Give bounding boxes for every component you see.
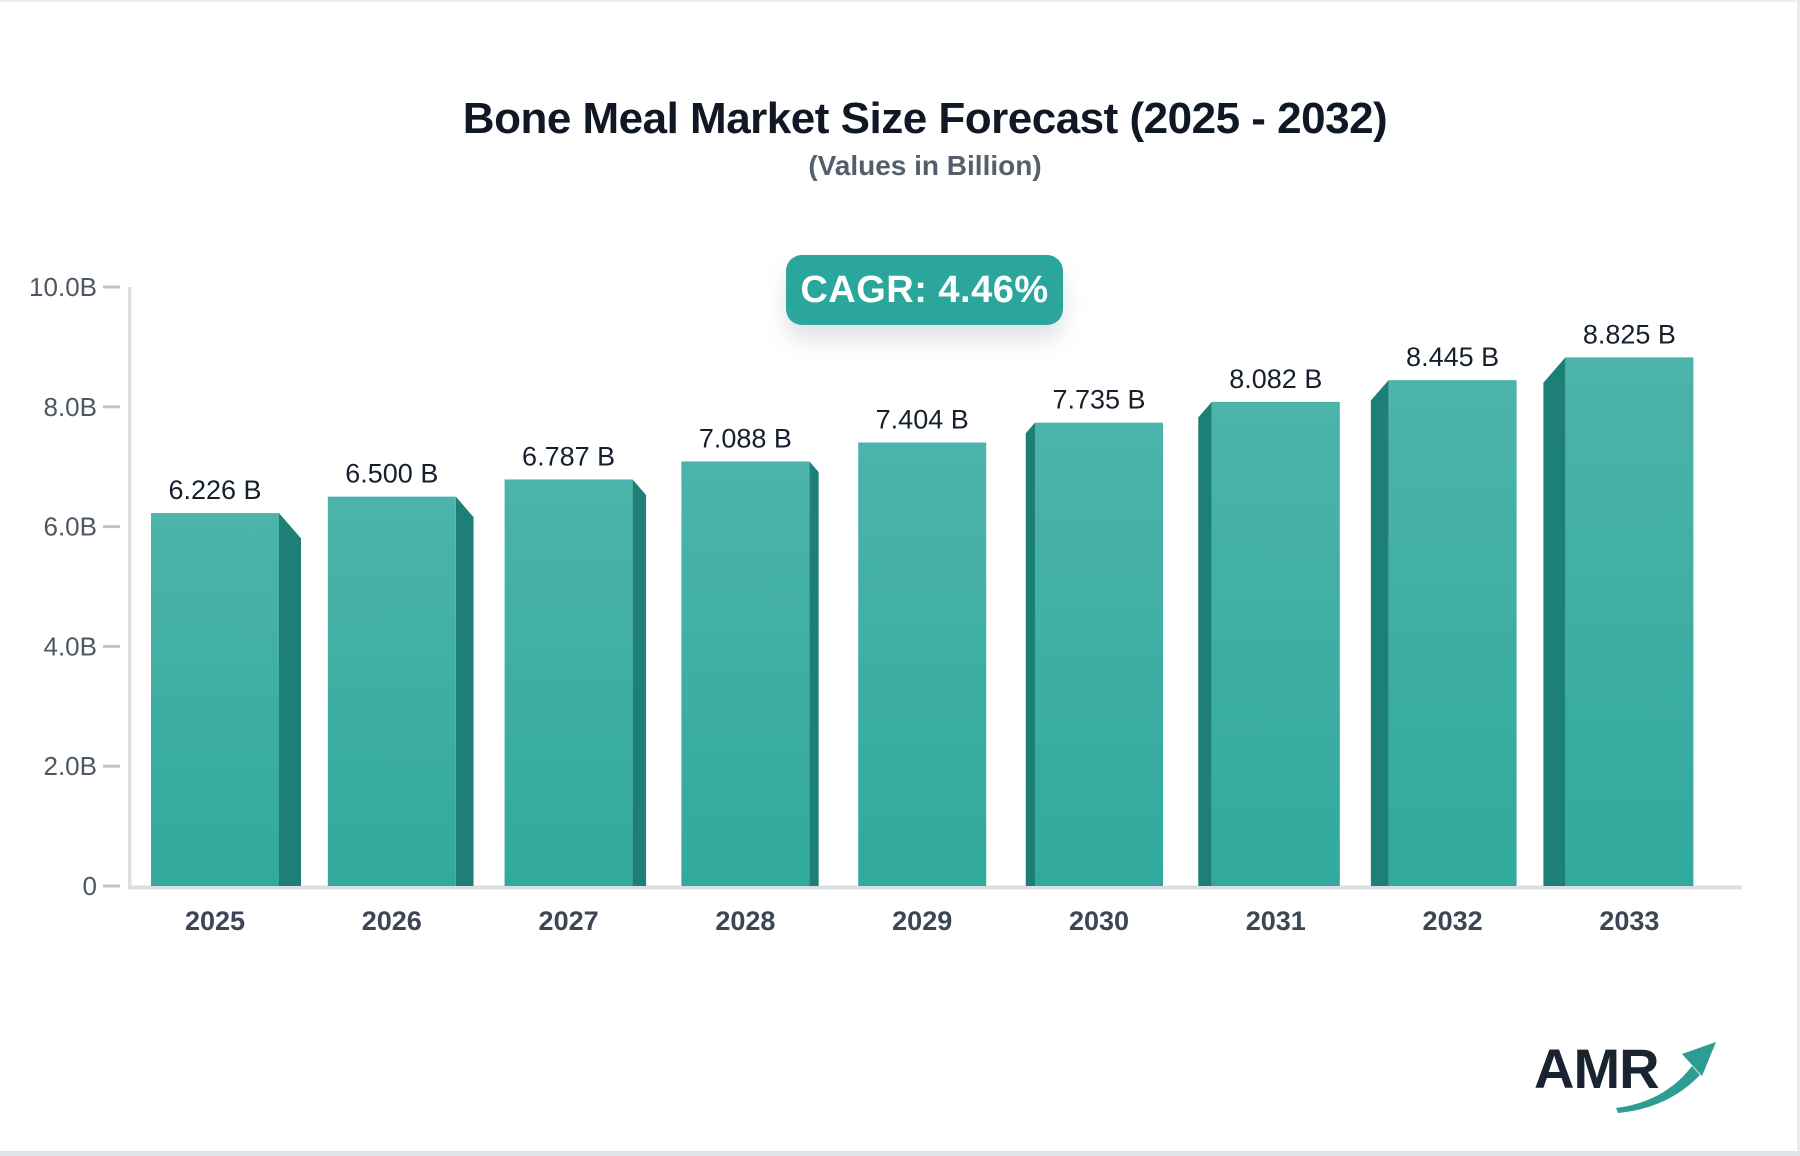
- y-tick-mark: [103, 525, 120, 529]
- y-tick-mark: [103, 405, 120, 409]
- bar-side-face: [632, 479, 647, 886]
- y-tick-label: 4.0B: [44, 631, 98, 661]
- bar: [858, 442, 987, 886]
- amr-logo-text: AMR: [1534, 1037, 1660, 1100]
- page-bottom-border: [0, 1151, 1800, 1156]
- bar-value-label: 7.088 B: [699, 423, 792, 453]
- amr-logo: AMR: [1534, 1036, 1734, 1126]
- y-tick-label: 10.0B: [29, 272, 97, 302]
- x-category-label: 2032: [1423, 906, 1483, 936]
- y-tick-label: 2.0B: [44, 751, 98, 781]
- bar-value-label: 8.445 B: [1406, 342, 1499, 372]
- x-category-label: 2027: [539, 906, 599, 936]
- bar: [1388, 380, 1517, 886]
- bar-side-face: [1025, 422, 1035, 886]
- x-category-label: 2033: [1599, 906, 1659, 936]
- y-tick-mark: [103, 644, 120, 648]
- x-category-label: 2025: [185, 906, 245, 936]
- bar-value-label: 6.500 B: [345, 459, 438, 489]
- bar-value-label: 7.404 B: [876, 405, 969, 435]
- bar-value-label: 6.787 B: [522, 441, 615, 471]
- cagr-badge-label: CAGR: 4.46%: [800, 268, 1049, 311]
- bar-value-label: 8.825 B: [1583, 319, 1676, 349]
- chart-title: Bone Meal Market Size Forecast (2025 - 2…: [462, 94, 1388, 143]
- y-tick-label: 6.0B: [44, 512, 98, 542]
- page-right-border: [1797, 0, 1800, 1156]
- bar-side-face: [1543, 357, 1566, 886]
- y-tick-mark: [103, 285, 120, 289]
- y-tick-label: 8.0B: [44, 392, 98, 422]
- x-category-label: 2031: [1246, 906, 1306, 936]
- x-axis-line: [128, 885, 1742, 890]
- y-tick-mark: [103, 764, 120, 768]
- page-top-border: [0, 0, 1800, 2]
- bar: [681, 461, 810, 886]
- bar-side-face: [809, 461, 819, 886]
- growth-arrow-icon: [1616, 1042, 1716, 1113]
- cagr-badge: CAGR: 4.46%: [786, 255, 1063, 325]
- bar: [1565, 357, 1694, 886]
- bar: [1035, 422, 1163, 886]
- bar: [151, 513, 279, 886]
- bar-side-face: [1198, 401, 1212, 886]
- x-category-label: 2028: [715, 906, 775, 936]
- y-tick-mark: [103, 884, 120, 888]
- x-category-label: 2026: [362, 906, 422, 936]
- bar-side-face: [1370, 380, 1389, 886]
- bar-value-label: 6.226 B: [168, 475, 261, 505]
- bar: [327, 496, 456, 886]
- bar-value-label: 8.082 B: [1229, 364, 1322, 394]
- chart-subtitle: (Values in Billion): [808, 150, 1042, 181]
- y-axis-line: [128, 287, 132, 889]
- x-category-label: 2029: [892, 906, 952, 936]
- x-category-label: 2030: [1069, 906, 1129, 936]
- bar: [504, 479, 633, 886]
- bar-side-face: [279, 513, 301, 886]
- y-tick-label: 0: [83, 871, 97, 901]
- bar-value-label: 7.735 B: [1052, 385, 1145, 415]
- bar-side-face: [455, 496, 474, 886]
- bar: [1211, 401, 1340, 886]
